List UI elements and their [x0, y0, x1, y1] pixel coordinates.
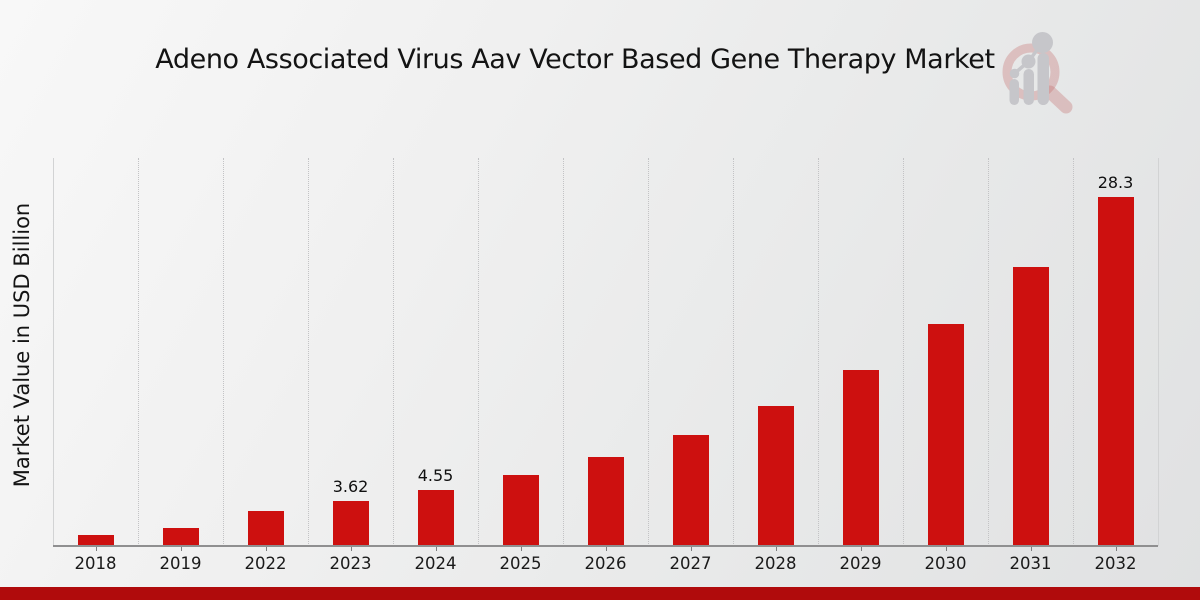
chart-title: Adeno Associated Virus Aav Vector Based … — [155, 44, 995, 75]
brand-watermark-logo — [1002, 32, 1073, 114]
vertical-gridline — [648, 158, 649, 546]
x-tick-label-2022: 2022 — [244, 554, 287, 573]
bar-2029 — [842, 370, 879, 546]
bar-2031 — [1012, 267, 1049, 546]
bar-2027 — [672, 435, 709, 546]
x-axis-tick — [350, 547, 352, 551]
bar-2032 — [1097, 197, 1134, 546]
x-axis-tick — [1115, 547, 1117, 551]
footer-accent-band — [0, 587, 1200, 600]
x-axis-tick — [265, 547, 267, 551]
plot-left-border — [53, 158, 54, 546]
x-tick-label-2018: 2018 — [74, 554, 117, 573]
vertical-gridline — [818, 158, 819, 546]
vertical-gridline — [733, 158, 734, 546]
x-axis-tick — [1030, 547, 1032, 551]
x-axis-tick — [860, 547, 862, 551]
x-tick-label-2028: 2028 — [754, 554, 797, 573]
x-tick-label-2030: 2030 — [924, 554, 967, 573]
x-tick-label-2029: 2029 — [839, 554, 882, 573]
vertical-gridline — [563, 158, 564, 546]
bar-2028 — [757, 406, 794, 546]
plot-right-border — [1158, 158, 1159, 546]
vertical-gridline — [138, 158, 139, 546]
x-axis-tick — [945, 547, 947, 551]
bar-2025 — [502, 475, 539, 546]
bar-2019 — [162, 528, 199, 546]
bar-chart-people-icon — [1009, 32, 1053, 105]
x-tick-label-2032: 2032 — [1094, 554, 1137, 573]
bar-2023 — [332, 501, 369, 546]
x-axis-line — [53, 545, 1158, 547]
bar-value-label-2024: 4.55 — [417, 466, 454, 485]
x-tick-label-2023: 2023 — [329, 554, 372, 573]
x-axis-tick — [520, 547, 522, 551]
x-tick-label-2025: 2025 — [499, 554, 542, 573]
x-axis-tick — [95, 547, 97, 551]
vertical-gridline — [478, 158, 479, 546]
bar-2024 — [417, 490, 454, 546]
vertical-gridline — [393, 158, 394, 546]
bar-2030 — [927, 324, 964, 546]
x-tick-label-2026: 2026 — [584, 554, 627, 573]
vertical-gridline — [903, 158, 904, 546]
vertical-gridline — [1073, 158, 1074, 546]
x-tick-label-2027: 2027 — [669, 554, 712, 573]
vertical-gridline — [223, 158, 224, 546]
x-axis-tick — [690, 547, 692, 551]
x-tick-label-2031: 2031 — [1009, 554, 1052, 573]
bar-value-label-2023: 3.62 — [332, 477, 369, 496]
x-axis-tick — [775, 547, 777, 551]
x-axis-tick — [180, 547, 182, 551]
y-axis-label: Market Value in USD Billion — [10, 202, 34, 488]
vertical-gridline — [308, 158, 309, 546]
x-axis-tick — [605, 547, 607, 551]
x-axis-tick — [435, 547, 437, 551]
bar-value-label-2032: 28.3 — [1097, 173, 1134, 192]
x-tick-label-2019: 2019 — [159, 554, 202, 573]
bar-2018 — [77, 535, 114, 546]
bar-2026 — [587, 457, 624, 546]
vertical-gridline — [988, 158, 989, 546]
bar-2022 — [247, 511, 284, 546]
x-tick-label-2024: 2024 — [414, 554, 457, 573]
